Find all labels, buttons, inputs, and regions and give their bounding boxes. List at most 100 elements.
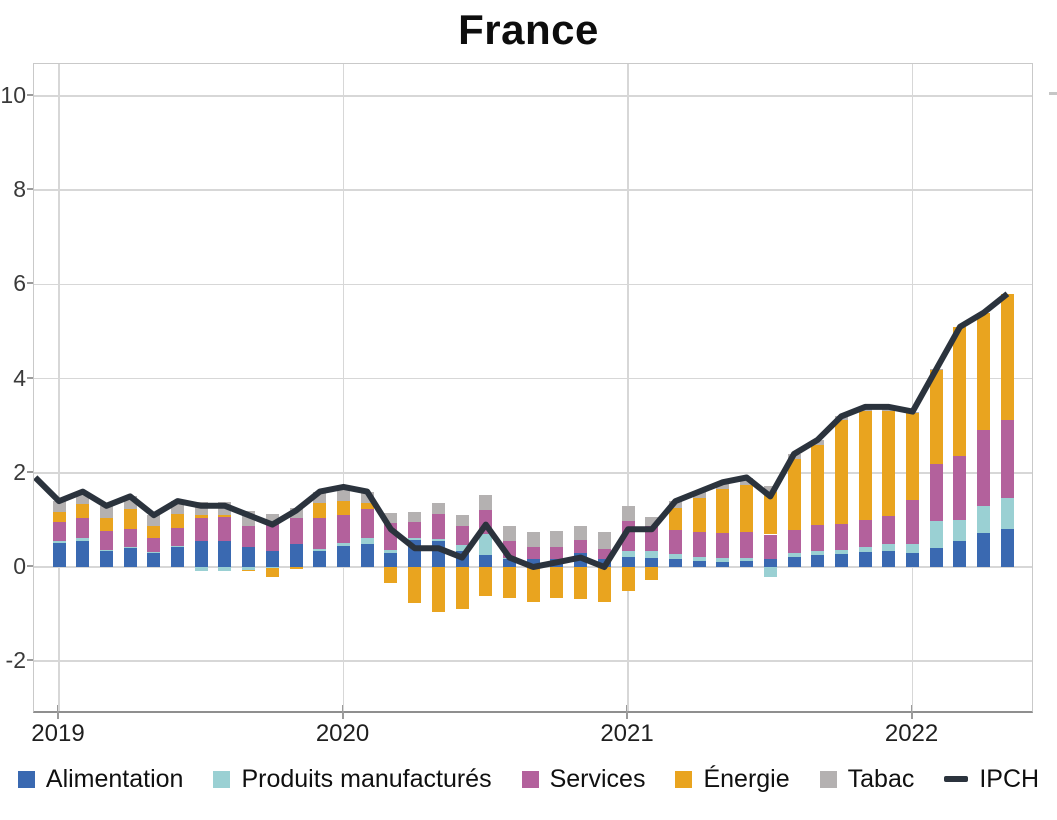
bar-segment--nergie — [645, 567, 659, 580]
bar-segment--nergie — [455, 567, 469, 610]
bar-segment-tabac — [171, 501, 185, 514]
bar-segment-services — [668, 530, 682, 555]
legend-item: Énergie — [675, 765, 790, 794]
bar-segment-tabac — [882, 406, 896, 411]
bar-segment--nergie — [431, 567, 445, 613]
bar-segment-alimentation — [76, 541, 90, 567]
bar-segment-alimentation — [621, 557, 635, 567]
bar-segment-alimentation — [360, 544, 374, 567]
bar-segment--nergie — [882, 410, 896, 517]
bar-segment-tabac — [834, 416, 848, 421]
bar-segment-alimentation — [218, 541, 232, 567]
bar-segment-services — [787, 529, 801, 554]
bar-segment--nergie — [929, 370, 943, 465]
y-tick-label: 2 — [13, 458, 26, 485]
bar-segment-produits-manufactur-s — [455, 545, 469, 551]
bar-segment-services — [337, 515, 351, 544]
bar-segment--nergie — [977, 312, 991, 431]
bar-segment-tabac — [740, 477, 754, 485]
bar-segment-produits-manufactur-s — [123, 547, 137, 549]
bar-segment-alimentation — [265, 550, 279, 567]
bar-segment--nergie — [194, 515, 208, 518]
bar-segment-services — [171, 528, 185, 546]
bar-segment--nergie — [337, 501, 351, 516]
grid-line-h — [34, 283, 1032, 286]
legend-item: Services — [521, 764, 646, 794]
bar-segment-alimentation — [526, 559, 540, 567]
bar-segment-alimentation — [431, 541, 445, 567]
y-tick-label: 4 — [13, 364, 26, 391]
bar-segment-alimentation — [574, 552, 588, 567]
bar-segment--nergie — [242, 570, 256, 572]
bar-segment--nergie — [763, 491, 777, 535]
bar-segment-alimentation — [906, 552, 920, 567]
bar-segment-tabac — [99, 505, 113, 518]
bar-segment-produits-manufactur-s — [740, 557, 754, 562]
bar-segment-services — [76, 518, 90, 538]
bar-segment-alimentation — [692, 561, 706, 567]
bar-segment-tabac — [76, 491, 90, 504]
bar-segment--nergie — [716, 489, 730, 534]
bar-segment-produits-manufactur-s — [384, 549, 398, 553]
y-tick-mark — [27, 565, 38, 567]
bar-segment-tabac — [479, 495, 493, 510]
bar-segment-services — [597, 549, 611, 559]
bar-segment--nergie — [550, 567, 564, 599]
bar-segment-tabac — [716, 482, 730, 490]
y-tick-mark — [27, 94, 38, 96]
bar-segment--nergie — [858, 410, 872, 521]
bar-segment-tabac — [408, 511, 422, 523]
bar-segment-produits-manufactur-s — [52, 540, 66, 544]
legend-label: Tabac — [847, 764, 915, 793]
bar-segment-produits-manufactur-s — [1000, 497, 1014, 530]
bar-segment-services — [265, 524, 279, 551]
bar-segment-produits-manufactur-s — [858, 547, 872, 552]
y-tick-label: 8 — [13, 176, 26, 203]
legend-swatch — [213, 770, 231, 788]
bar-segment--nergie — [668, 507, 682, 531]
bar-segment-produits-manufactur-s — [811, 550, 825, 556]
bar-segment--nergie — [811, 445, 825, 525]
bar-segment-tabac — [360, 491, 374, 503]
bar-segment-services — [763, 534, 777, 560]
bar-segment-produits-manufactur-s — [716, 558, 730, 562]
bar-segment-services — [455, 525, 469, 546]
bar-segment-alimentation — [313, 550, 327, 567]
bar-segment-tabac — [668, 501, 682, 508]
x-tick-label: 2021 — [600, 720, 654, 747]
bar-segment-alimentation — [597, 558, 611, 567]
bar-segment-alimentation — [834, 553, 848, 567]
bar-segment-tabac — [242, 510, 256, 526]
bar-segment--nergie — [479, 567, 493, 597]
y-tick-mark — [27, 188, 38, 191]
bar-segment-services — [313, 518, 327, 550]
bar-segment--nergie — [597, 567, 611, 602]
bar-segment-produits-manufactur-s — [408, 537, 422, 540]
grid-line-h — [34, 660, 1032, 662]
bar-segment--nergie — [218, 515, 232, 517]
bar-segment-alimentation — [953, 541, 967, 567]
legend-label: Services — [549, 764, 646, 793]
bar-segment-produits-manufactur-s — [787, 553, 801, 557]
bar-segment-produits-manufactur-s — [977, 505, 991, 533]
bar-segment-produits-manufactur-s — [99, 549, 113, 551]
bar-segment-services — [1000, 420, 1014, 498]
bar-segment-services — [906, 499, 920, 545]
legend-item: Alimentation — [17, 765, 183, 794]
bar-segment--nergie — [171, 513, 185, 529]
legend-dash-ipch — [944, 776, 969, 782]
x-tick-mark — [910, 705, 913, 719]
bar-segment-services — [858, 520, 872, 548]
bar-segment-services — [289, 518, 303, 545]
bar-segment-services — [929, 464, 943, 521]
x-tick-label: 2022 — [884, 720, 939, 747]
bar-segment-alimentation — [147, 552, 161, 567]
bar-segment--nergie — [621, 567, 635, 591]
bar-segment-alimentation — [384, 552, 398, 567]
bar-segment-alimentation — [882, 550, 896, 567]
bar-segment-tabac — [384, 512, 398, 523]
bar-segment-alimentation — [408, 539, 422, 567]
bar-segment-produits-manufactur-s — [502, 557, 516, 559]
grid-line-v — [911, 64, 914, 711]
y-tick-mark — [27, 282, 38, 285]
